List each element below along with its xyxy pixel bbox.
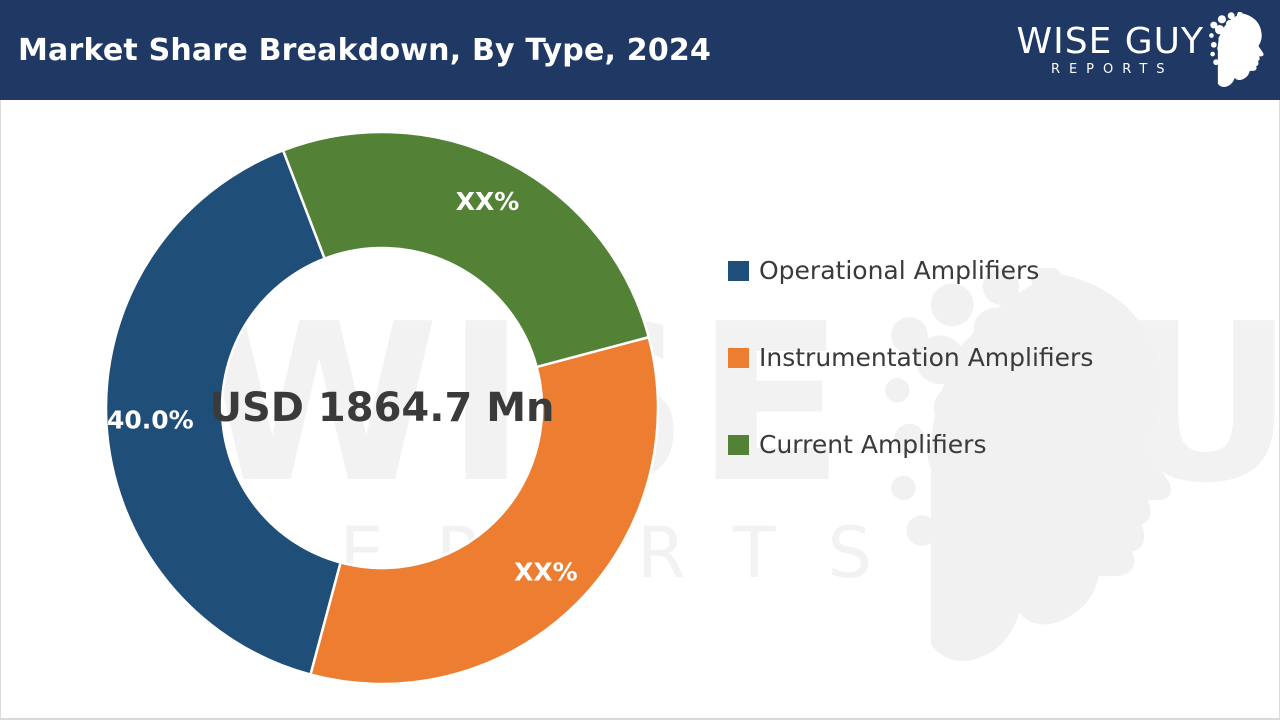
donut-slice — [281, 130, 650, 369]
slice-percentage-label: XX% — [456, 187, 520, 216]
legend-label: Instrumentation Amplifiers — [759, 343, 1094, 372]
legend-swatch — [728, 260, 749, 281]
wiseguy-face-icon — [1209, 12, 1264, 87]
slice-percentage-label: XX% — [514, 558, 578, 587]
donut-slice — [309, 335, 660, 686]
legend-item-current-amplifiers: Current Amplifiers — [728, 430, 1093, 459]
page-title: Market Share Breakdown, By Type, 2024 — [18, 32, 712, 68]
chart-center-label: USD 1864.7 Mn — [209, 385, 555, 431]
logo-subtitle: REPORTS — [1050, 62, 1174, 78]
watermark-face-icon — [885, 268, 1172, 661]
slice-percentage-label: 40.0% — [107, 406, 194, 435]
legend-swatch — [728, 347, 749, 368]
donut-slice — [104, 149, 342, 676]
wiseguy-logo: WISE GUY REPORTS — [1017, 12, 1267, 88]
legend-label: Current Amplifiers — [759, 430, 987, 459]
donut-chart: 40.0% XX% XX% — [104, 130, 660, 686]
logo-wordmark: WISE GUY — [1016, 20, 1204, 62]
legend-item-instrumentation-amplifiers: Instrumentation Amplifiers — [728, 343, 1093, 372]
wiseguy-logo-text: WISE GUY REPORTS — [1016, 20, 1205, 78]
legend-swatch — [728, 434, 749, 455]
chart-area: WISE GUY REPORTS 40.0%XX%XX% USD 1864.7 … — [0, 100, 1280, 720]
legend-label: Operational Amplifiers — [759, 256, 1040, 285]
chart-legend: Operational Amplifiers Instrumentation A… — [728, 256, 1093, 459]
header-bar: Market Share Breakdown, By Type, 2024 WI… — [0, 0, 1280, 100]
legend-item-operational-amplifiers: Operational Amplifiers — [728, 256, 1093, 285]
